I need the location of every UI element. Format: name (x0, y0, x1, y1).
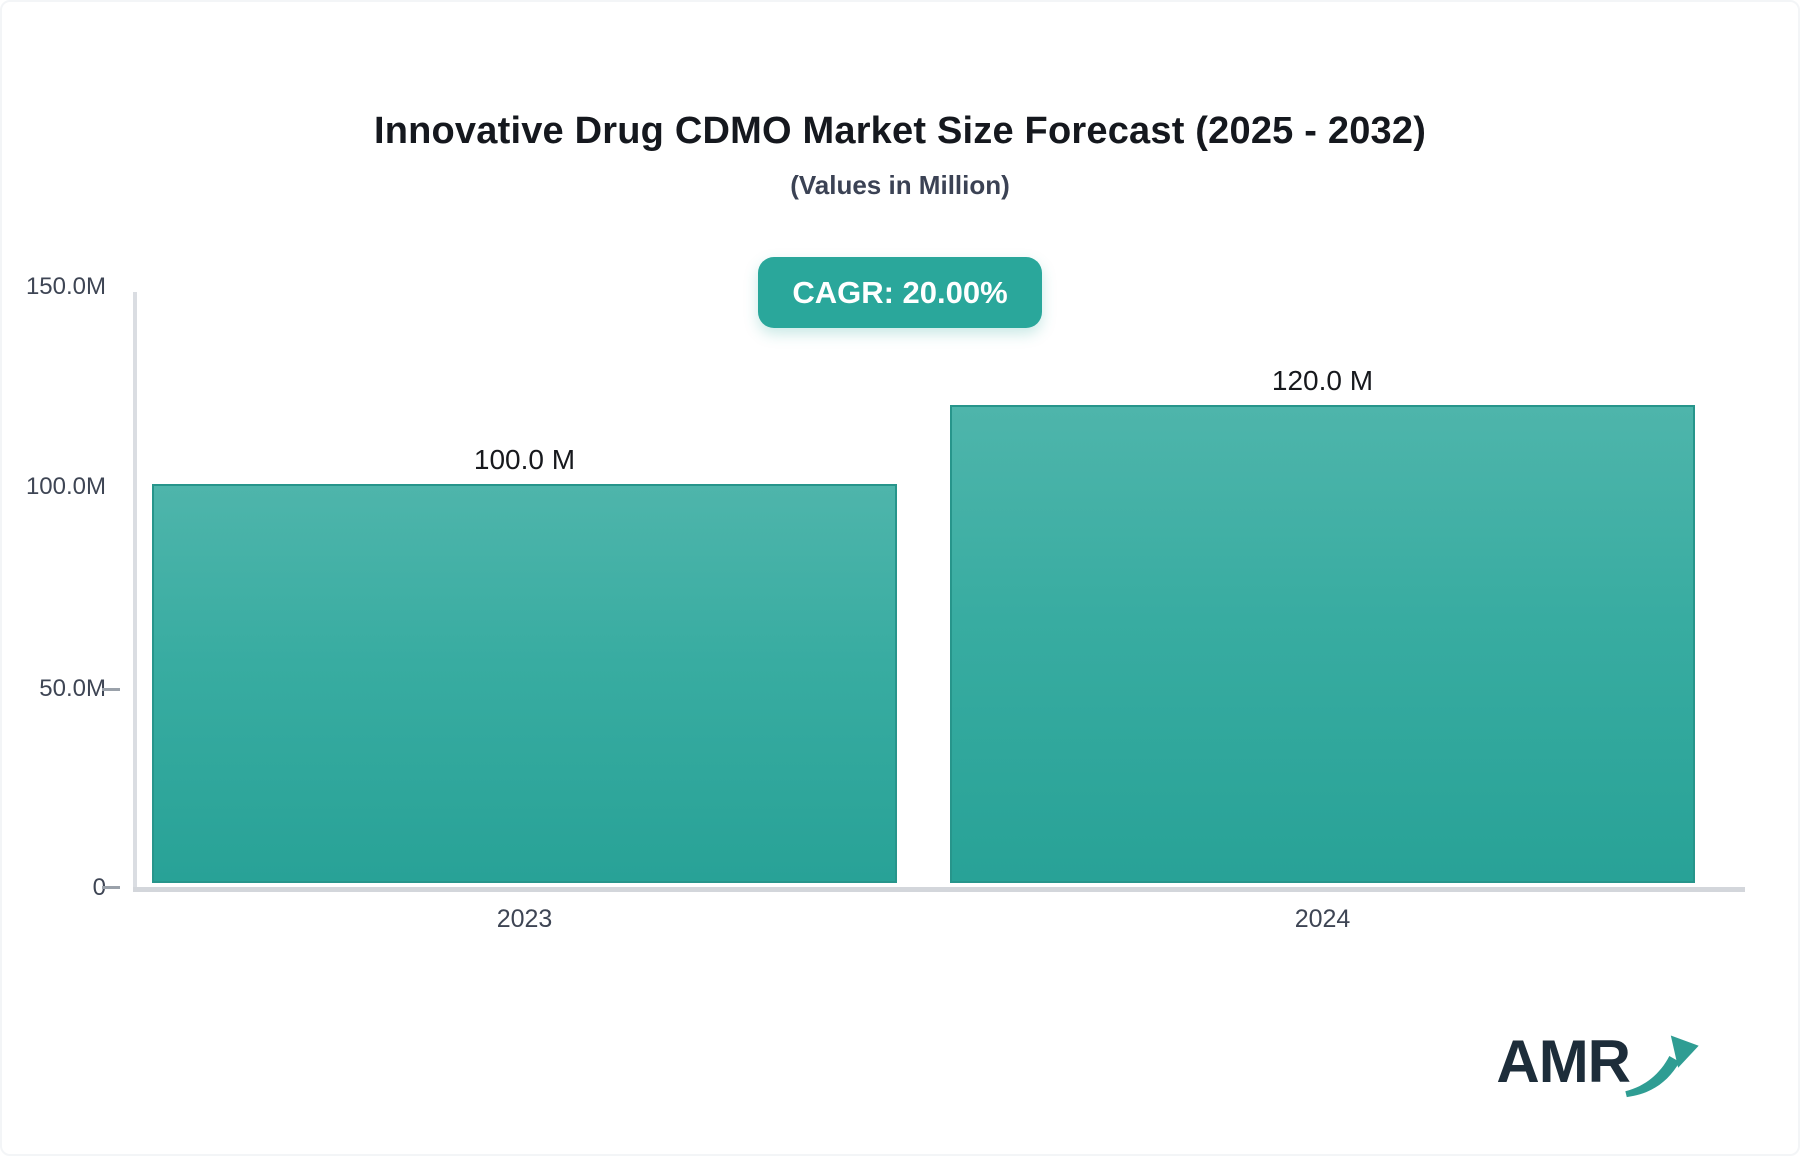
cagr-badge-row: CAGR: 20.00% (2, 257, 1798, 328)
bar-group-2024: 120.0 M (950, 365, 1695, 883)
bar-value-label-2023: 100.0 M (473, 444, 576, 475)
page-title: Innovative Drug CDMO Market Size Forecas… (373, 110, 1427, 152)
cagr-badge: CAGR: 20.00% (758, 257, 1042, 328)
y-tick-label-150m: 150.0M (25, 273, 106, 300)
y-tick-label-50m: 50.0M (39, 675, 106, 702)
bar-group-2023: 100.0 M (152, 444, 897, 883)
y-tick-mark-0 (102, 886, 120, 889)
amr-logo-arrow-icon (1625, 1035, 1699, 1098)
chart-subtitle: (Values in Million) (790, 170, 1010, 200)
y-tick-label-0: 0 (92, 874, 106, 901)
y-tick-label-100m: 100.0M (25, 473, 106, 500)
bar-2023[interactable] (152, 484, 897, 883)
x-axis-label-2023: 2023 (496, 905, 553, 933)
amr-logo: AMR (1496, 1032, 1700, 1100)
x-axis-baseline (133, 887, 1745, 892)
y-tick-mark-50m (102, 688, 120, 691)
bar-value-label-2024: 120.0 M (1271, 365, 1374, 396)
bar-2024[interactable] (950, 405, 1695, 883)
y-axis-line (133, 292, 137, 891)
amr-logo-text: AMR (1496, 1028, 1631, 1095)
x-axis-label-2024: 2024 (1294, 905, 1351, 933)
